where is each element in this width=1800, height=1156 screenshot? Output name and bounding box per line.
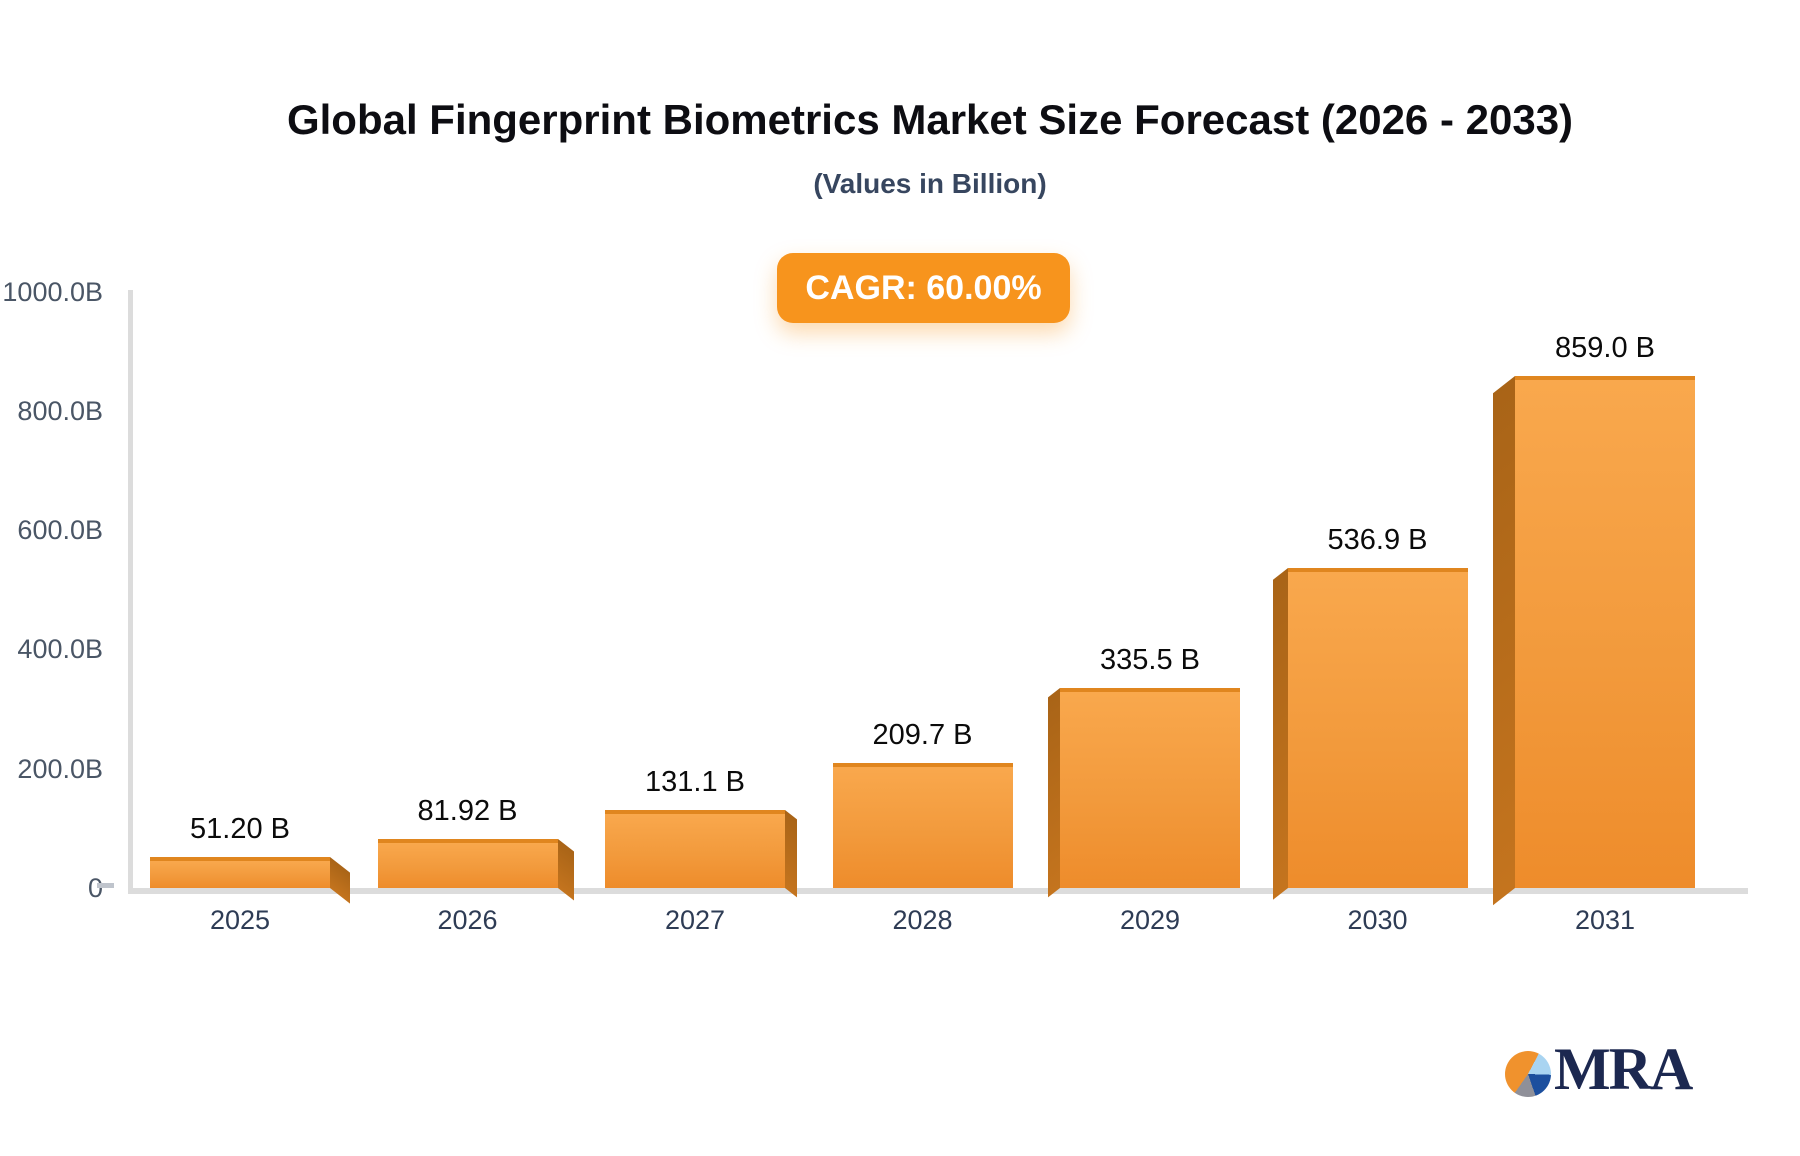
x-axis-label-2027: 2027	[664, 905, 726, 935]
x-axis-label-2028: 2028	[892, 905, 953, 935]
x-axis-label-2031: 2031	[1574, 905, 1636, 935]
y-axis-label-1000.0B: 1000.0B	[2, 276, 103, 307]
x-axis-label-2025: 2025	[209, 905, 271, 935]
bar-value-label-2030: 536.9 B	[1327, 524, 1428, 556]
y-axis-label-800.0B: 800.0B	[17, 395, 103, 426]
y-axis-label-600.0B: 600.0B	[17, 515, 103, 546]
y-axis-label-0: 0	[87, 873, 103, 903]
bar-2031	[1515, 376, 1695, 888]
bar-value-label-2029: 335.5 B	[1100, 644, 1200, 676]
bar-value-label-2025: 51.20 B	[190, 813, 290, 845]
chart-subtitle: (Values in Billion)	[813, 168, 1047, 199]
bar-value-label-2028: 209.7 B	[872, 719, 973, 751]
bar-3d-side-face-2025	[330, 857, 350, 904]
bar-3d-side-face-2029	[1048, 688, 1060, 898]
brand-logo-text: MRA	[1554, 1035, 1693, 1102]
bar-2030	[1287, 568, 1468, 888]
bar-3d-side-face-2027	[785, 810, 797, 898]
x-axis-label-2030: 2030	[1347, 905, 1408, 935]
x-axis-baseline	[128, 888, 1748, 894]
chart-title: Global Fingerprint Biometrics Market Siz…	[286, 96, 1574, 143]
bar-2029	[1060, 688, 1240, 888]
bar-value-label-2026: 81.92 B	[417, 795, 518, 827]
bar-2026	[377, 839, 558, 888]
bar-2027	[605, 810, 785, 888]
x-axis-label-2026: 2026	[437, 905, 498, 935]
bar-3d-side-face-2031	[1493, 376, 1515, 906]
brand-logo: MRA	[1505, 1034, 1693, 1104]
x-axis-label-2029: 2029	[1119, 905, 1181, 935]
bar-2028	[832, 763, 1013, 888]
y-axis-label-200.0B: 200.0B	[17, 753, 103, 784]
pie-chart-icon	[1505, 1051, 1551, 1097]
y-axis-line	[128, 290, 133, 888]
cagr-badge: CAGR: 60.00%	[777, 253, 1070, 323]
bar-value-label-2027: 131.1 B	[645, 766, 745, 798]
y-axis-label-400.0B: 400.0B	[17, 634, 103, 665]
zero-tick-mark	[97, 883, 114, 888]
bar-2025	[150, 857, 330, 888]
bar-3d-side-face-2030	[1272, 568, 1288, 900]
bar-value-label-2031: 859.0 B	[1555, 332, 1655, 364]
